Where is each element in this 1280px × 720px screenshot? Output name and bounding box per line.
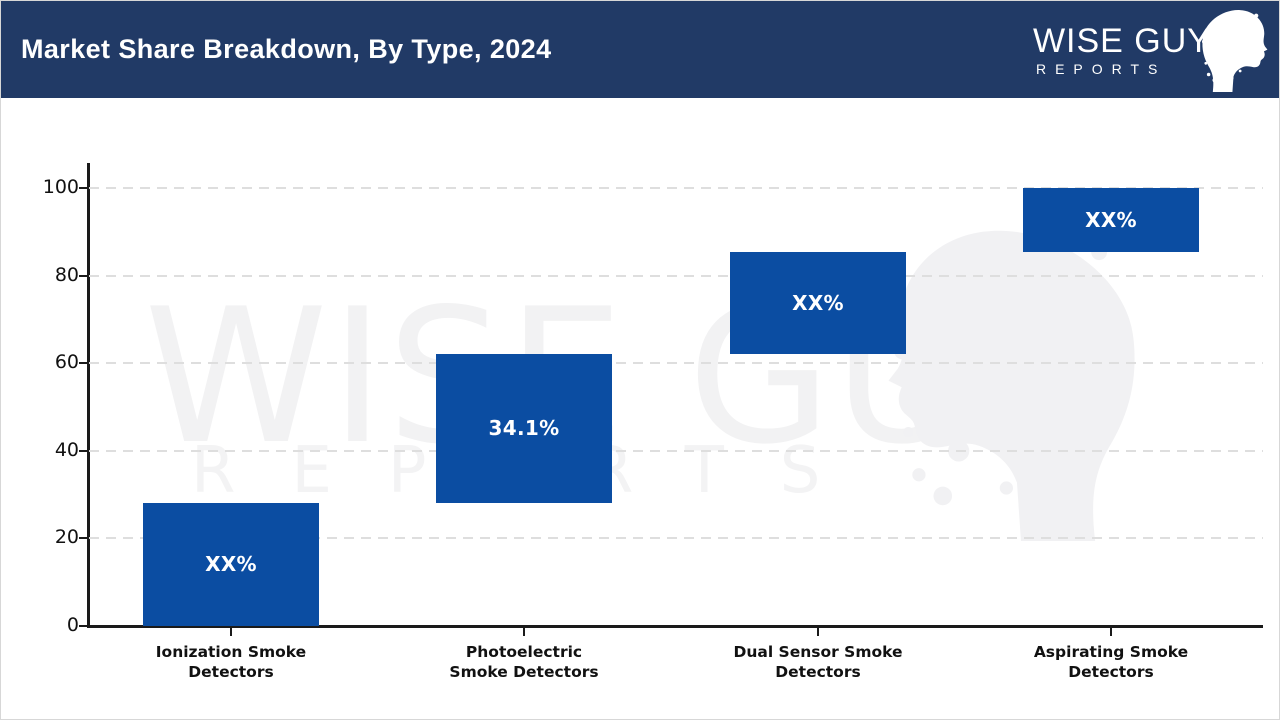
- bar-value-label: XX%: [1085, 208, 1137, 233]
- logo: WISE GUY REPORTS: [1033, 7, 1271, 93]
- category-label-line: Ionization Smoke: [155, 643, 307, 661]
- bar-value-label: 34.1%: [488, 416, 560, 441]
- x-axis-tick: [817, 628, 819, 636]
- logo-text: WISE GUY REPORTS: [1033, 24, 1211, 77]
- category-label-line: Aspirating Smoke: [1033, 643, 1189, 661]
- category-label: Photoelectric Smoke Detectors: [394, 642, 654, 682]
- category-label-line: Detectors: [188, 663, 274, 681]
- page-title: Market Share Breakdown, By Type, 2024: [21, 34, 552, 64]
- bar-value-label: XX%: [792, 290, 844, 315]
- y-axis-label: 0: [66, 614, 79, 636]
- y-axis-line: [87, 163, 90, 628]
- y-axis-tick: [79, 274, 89, 277]
- logo-wordmark: WISE GUY: [1032, 21, 1211, 60]
- gridline: [89, 274, 1263, 277]
- category-label: Ionization Smoke Detectors: [101, 642, 361, 682]
- y-axis-tick: [79, 625, 89, 627]
- gridline: [89, 449, 1263, 452]
- logo-face-icon: [1201, 10, 1268, 92]
- category-label-line: Dual Sensor Smoke: [733, 643, 903, 661]
- x-axis-tick: [1110, 628, 1112, 636]
- y-axis-tick: [79, 362, 89, 365]
- header-bar: Market Share Breakdown, By Type, 2024 WI…: [1, 1, 1279, 98]
- waterfall-bar: XX%: [143, 502, 319, 626]
- y-axis-label: 100: [42, 176, 79, 198]
- gridline: [89, 187, 1263, 189]
- category-label-line: Detectors: [1068, 663, 1154, 681]
- category-label-line: Smoke Detectors: [449, 663, 599, 681]
- y-axis-label: 80: [54, 263, 79, 286]
- gridline: [89, 537, 1263, 540]
- category-label: Aspirating Smoke Detectors: [981, 642, 1241, 682]
- waterfall-bar: XX%: [1023, 188, 1199, 253]
- y-axis-label: 60: [54, 351, 79, 374]
- bar-value-label: XX%: [205, 552, 257, 577]
- waterfall-bar: 34.1%: [436, 353, 612, 503]
- y-axis-tick: [79, 449, 89, 452]
- waterfall-bar: XX%: [730, 252, 906, 354]
- y-axis-tick: [79, 187, 89, 189]
- y-axis-tick: [79, 537, 89, 540]
- x-axis-line: [87, 625, 1263, 628]
- category-label-line: Photoelectric: [465, 643, 583, 661]
- category-label: Dual Sensor Smoke Detectors: [688, 642, 948, 682]
- y-axis-label: 20: [54, 526, 79, 549]
- logo-sub-wordmark: REPORTS: [1035, 60, 1167, 77]
- y-axis-label: 40: [54, 438, 79, 461]
- gridline: [89, 362, 1263, 365]
- x-axis-tick: [523, 628, 525, 636]
- x-axis-tick: [230, 628, 232, 636]
- category-label-line: Detectors: [775, 663, 861, 681]
